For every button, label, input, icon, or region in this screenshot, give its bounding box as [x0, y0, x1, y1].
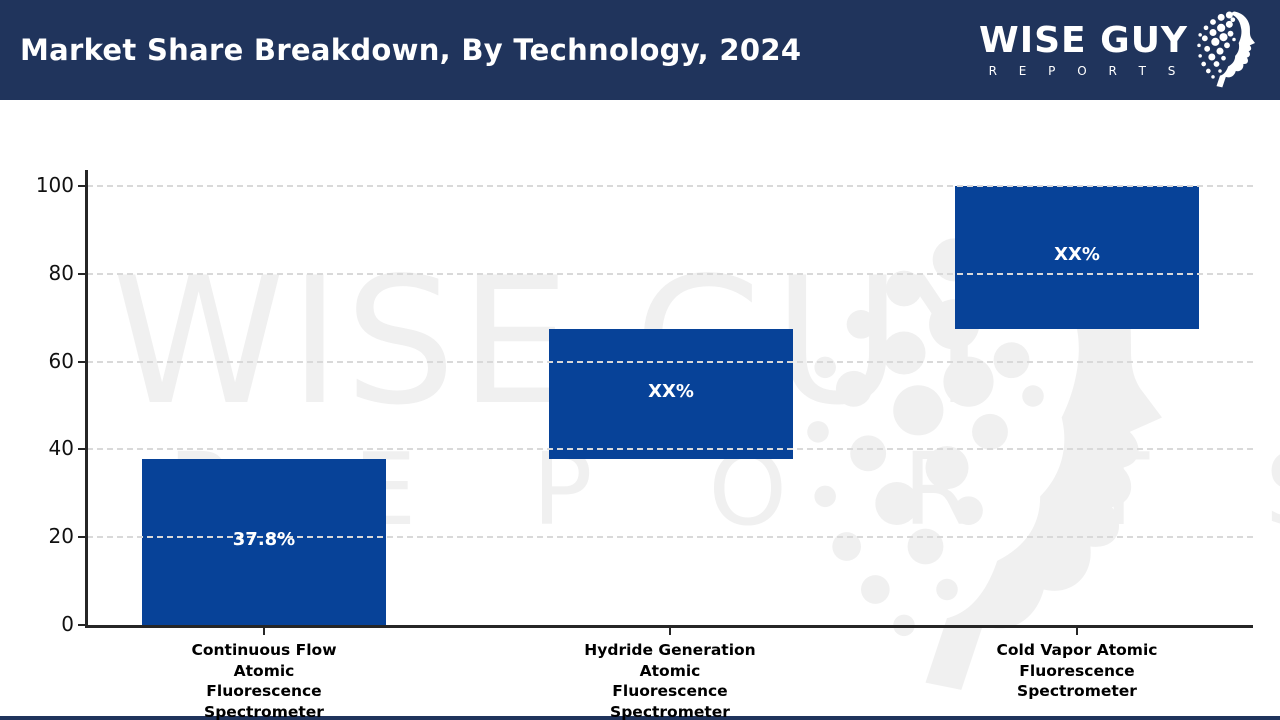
bar-value-label: 37.8%	[232, 529, 296, 551]
logo-text: WISE GUY R E P O R T S	[978, 19, 1188, 78]
bar-value-label: XX%	[648, 380, 694, 402]
y-tick-mark	[78, 185, 85, 187]
x-tick-mark	[669, 628, 671, 635]
x-tick-mark	[263, 628, 265, 635]
x-tick-mark	[1076, 628, 1078, 635]
y-gridline	[87, 360, 1253, 363]
x-category-label-line: Spectrometer	[204, 702, 324, 720]
y-tick-label: 0	[61, 612, 74, 636]
x-category-label-line: Continuous Flow	[191, 641, 337, 659]
x-category-label-line: Fluorescence	[612, 682, 728, 701]
x-category-label: Continuous Flow Atomic Fluorescence Spectro…	[104, 640, 424, 720]
x-category-label-line: Hydride Generation	[584, 641, 756, 659]
x-axis-line	[85, 625, 1253, 628]
x-category-label-line: Atomic	[639, 661, 701, 680]
x-category-label-line: Spectrometer	[610, 702, 730, 720]
y-tick-mark	[78, 272, 85, 275]
y-gridline	[87, 185, 1253, 187]
wiseguy-logo: WISE GUY R E P O R T S	[979, 8, 1262, 92]
y-tick-mark	[78, 360, 85, 363]
y-tick-label: 80	[48, 260, 74, 285]
y-tick-label: 60	[48, 348, 74, 373]
x-category-label: Cold Vapor Atomic Fluorescence Spectromete…	[917, 640, 1237, 702]
x-category-label-line: Fluorescence	[206, 682, 322, 701]
x-category-label: Hydride Generation Atomic Fluorescence Spec…	[510, 640, 830, 720]
footer-bar	[0, 716, 1280, 720]
header: Market Share Breakdown, By Technology, 2…	[0, 0, 1280, 100]
bar-value-label: XX%	[1054, 244, 1100, 266]
y-tick-mark	[78, 624, 85, 626]
y-tick-mark	[78, 536, 85, 539]
y-tick-label: 40	[48, 436, 74, 461]
y-tick-label: 100	[35, 173, 74, 197]
y-gridline	[87, 448, 1253, 451]
y-tick-mark	[78, 448, 85, 451]
x-category-label-line: Spectrometer	[1017, 682, 1137, 701]
x-category-label-line: Atomic	[233, 661, 295, 680]
y-tick-label: 20	[48, 524, 74, 549]
logo-wordmark: WISE GUY	[978, 19, 1188, 61]
y-gridline	[87, 536, 1253, 539]
x-category-label-line: Cold Vapor Atomic	[996, 641, 1158, 659]
y-axis-line	[85, 170, 88, 628]
logo-subtitle: R E P O R T S	[988, 63, 1185, 78]
y-gridline	[87, 272, 1253, 275]
chart-title: Market Share Breakdown, By Technology, 2…	[20, 33, 802, 67]
x-category-label-line: Fluorescence	[1019, 661, 1135, 680]
chart-canvas: WISE GUY R E P O R T S 37.8% XX% XX% 0 20 40 6…	[0, 100, 1280, 720]
bar-segment	[955, 186, 1199, 329]
bar-segment	[142, 459, 386, 625]
bar-segment	[549, 328, 793, 460]
